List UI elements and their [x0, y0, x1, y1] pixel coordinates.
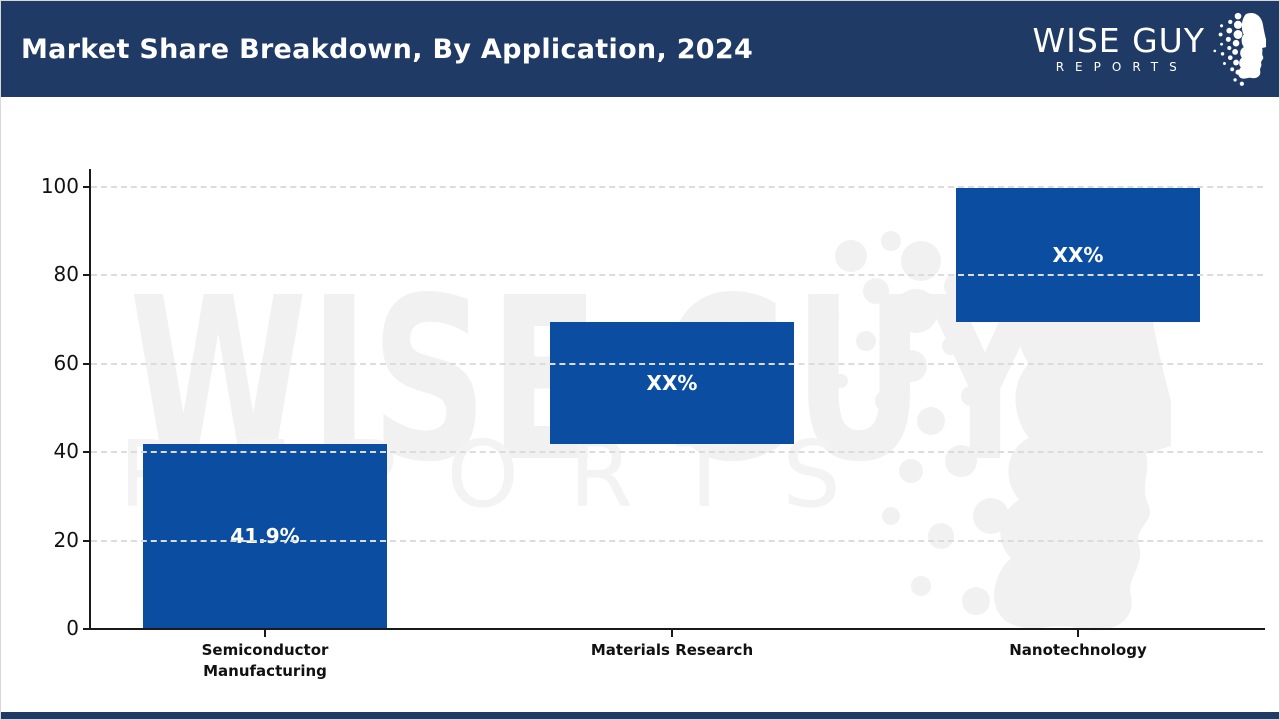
x-category-label-3: Nanotechnology — [1009, 641, 1147, 659]
y-tick-label-80: 80 — [53, 262, 79, 287]
x-tick-mark-2 — [671, 630, 673, 637]
x-tick-mark-1 — [264, 630, 266, 637]
x-tick-mark-3 — [1077, 630, 1079, 637]
logo-wordmark-line2: REPORTS — [1055, 60, 1188, 75]
gridline-20 — [91, 539, 1263, 542]
y-tick-mark-100 — [83, 186, 90, 188]
y-tick-mark-60 — [83, 362, 90, 365]
y-axis-line — [89, 169, 91, 629]
bar-3: XX% — [956, 187, 1200, 323]
y-tick-mark-40 — [83, 451, 90, 454]
logo-head-icon — [1213, 12, 1267, 86]
bar-value-label-2: XX% — [646, 371, 698, 396]
gridline-80 — [91, 274, 1263, 277]
logo-wordmark-line1: WISE GUY — [1032, 20, 1205, 60]
gridline-100 — [91, 186, 1263, 188]
bar-value-label-1: 41.9% — [230, 524, 300, 549]
x-category-label-1: Semiconductor Manufacturing — [201, 641, 329, 680]
y-tick-label-60: 60 — [53, 350, 79, 375]
watermark-head-graphic — [771, 231, 1171, 631]
y-tick-mark-20 — [83, 539, 90, 542]
x-axis-line — [89, 628, 1265, 630]
footer-bar — [1, 712, 1279, 719]
logo-wordmark: WISE GUY REPORTS — [1032, 20, 1205, 75]
x-category-label-2: Materials Research — [590, 641, 754, 659]
gridline-60 — [91, 362, 1263, 365]
y-tick-label-40: 40 — [53, 439, 79, 464]
y-tick-label-0: 0 — [66, 616, 79, 640]
y-tick-mark-0 — [83, 628, 90, 630]
bar-2: XX% — [550, 322, 794, 444]
page-title: Market Share Breakdown, By Application, … — [21, 33, 754, 65]
wise-guy-reports-logo: WISE GUY REPORTS — [1032, 8, 1267, 90]
y-tick-label-20: 20 — [53, 527, 79, 552]
bar-value-label-3: XX% — [1052, 243, 1104, 268]
bar-1: 41.9% — [143, 443, 387, 629]
header-bar: Market Share Breakdown, By Application, … — [1, 1, 1279, 97]
gridline-40 — [91, 451, 1263, 454]
y-tick-mark-80 — [83, 274, 90, 277]
y-tick-label-100: 100 — [40, 174, 79, 198]
